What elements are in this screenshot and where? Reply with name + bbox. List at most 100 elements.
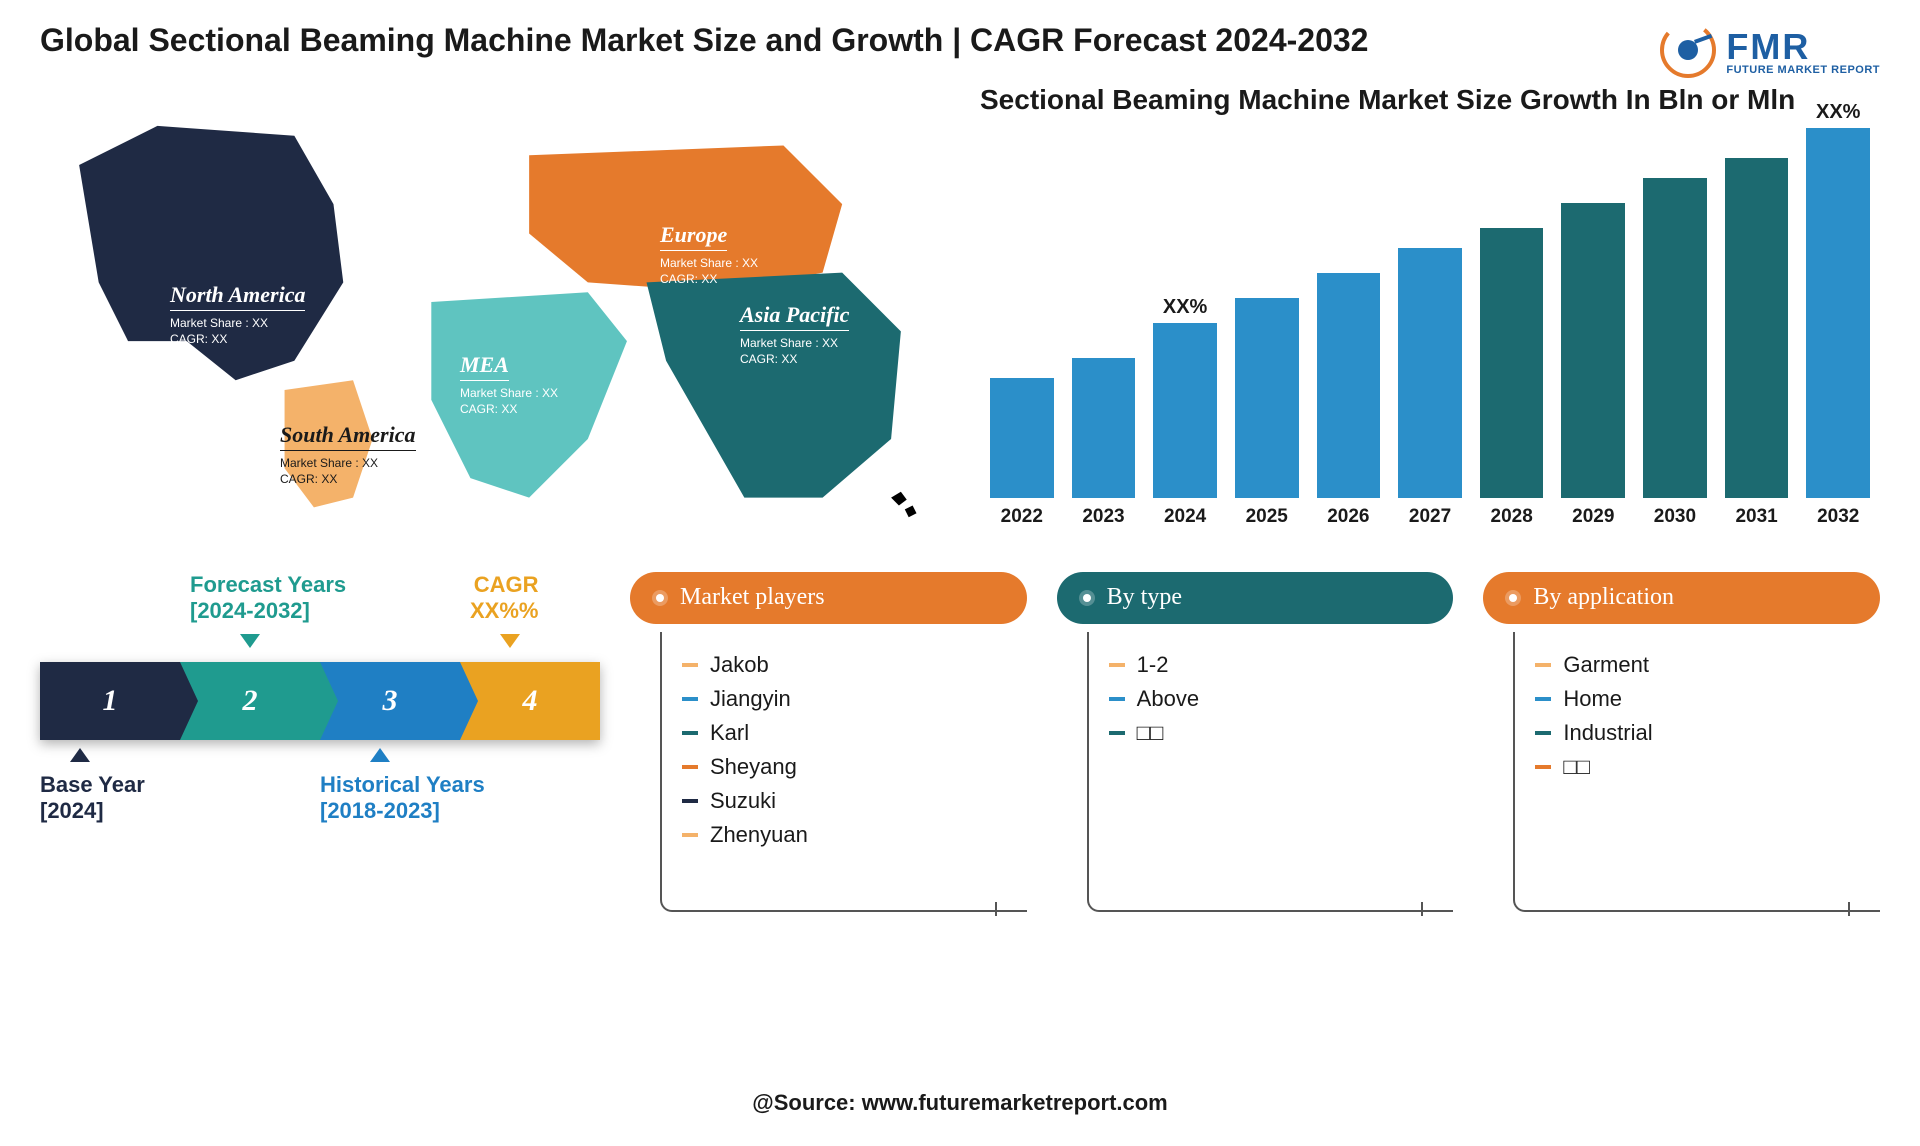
bar-annotation: XX%: [1816, 101, 1860, 124]
region-share: Market Share : XX: [740, 335, 849, 352]
bullet-icon: [656, 594, 664, 602]
logo: FMR FUTURE MARKET REPORT: [1658, 20, 1880, 85]
region-cagr: CAGR: XX: [280, 471, 416, 488]
list-item-label: Above: [1137, 686, 1199, 712]
timeline-step-3: 3: [320, 662, 460, 740]
region-cagr: CAGR: XX: [740, 351, 849, 368]
timeline-step-1: 1: [40, 662, 180, 740]
bar-rect: [1235, 298, 1299, 498]
segment-header: By application: [1483, 572, 1880, 624]
region-label-sa: South AmericaMarket Share : XXCAGR: XX: [280, 422, 416, 489]
region-share: Market Share : XX: [170, 315, 305, 332]
bar-rect: [1643, 178, 1707, 498]
tick-icon: [682, 663, 698, 667]
list-item: Jakob: [682, 652, 1027, 678]
list-item-label: Karl: [710, 720, 749, 746]
list-item: Karl: [682, 720, 1027, 746]
bar-2027: 2027: [1398, 248, 1462, 528]
bar-2028: 2028: [1480, 228, 1544, 528]
segment-0: Market players Jakob Jiangyin Karl Sheyang Su…: [630, 572, 1027, 912]
bar-rect: [1561, 203, 1625, 498]
page-title: Global Sectional Beaming Machine Market …: [40, 20, 1440, 62]
list-item: Garment: [1535, 652, 1880, 678]
list-item-label: Zhenyuan: [710, 822, 808, 848]
bar-year-label: 2027: [1409, 506, 1451, 528]
forecast-years-label: Forecast Years [2024-2032]: [190, 572, 346, 624]
segment-body: 1-2 Above □□: [1087, 632, 1454, 912]
bar-year-label: 2025: [1246, 506, 1288, 528]
list-item: Above: [1109, 686, 1454, 712]
bar-year-label: 2024: [1164, 506, 1206, 528]
timeline: Forecast Years [2024-2032] CAGR XX%% 123…: [40, 572, 600, 740]
segment-1: By type 1-2 Above □□: [1057, 572, 1454, 912]
bar-year-label: 2028: [1491, 506, 1533, 528]
list-item: □□: [1535, 754, 1880, 780]
tick-icon: [1109, 731, 1125, 735]
segment-title: By type: [1107, 584, 1182, 611]
cagr-label: CAGR XX%%: [470, 572, 538, 624]
bar-year-label: 2031: [1735, 506, 1777, 528]
region-name: Europe: [660, 222, 727, 251]
list-item: Zhenyuan: [682, 822, 1027, 848]
region-label-mea: MEAMarket Share : XXCAGR: XX: [460, 352, 558, 419]
region-label-eur: EuropeMarket Share : XXCAGR: XX: [660, 222, 758, 289]
bar-rect: [1398, 248, 1462, 498]
list-item: Sheyang: [682, 754, 1027, 780]
bar-year-label: 2026: [1327, 506, 1369, 528]
list-item-label: Garment: [1563, 652, 1649, 678]
region-name: North America: [170, 282, 305, 311]
bar-year-label: 2023: [1082, 506, 1124, 528]
tick-icon: [682, 765, 698, 769]
region-label-ap: Asia PacificMarket Share : XXCAGR: XX: [740, 302, 849, 369]
bar-annotation: XX%: [1163, 296, 1207, 319]
bar-rect: [1317, 273, 1381, 498]
list-item-label: Sheyang: [710, 754, 797, 780]
segment-body: Jakob Jiangyin Karl Sheyang Suzuki Zhenyuan: [660, 632, 1027, 912]
bar-2024: 2024XX%: [1153, 323, 1217, 528]
region-label-na: North America Market Share : XXCAGR: XX: [170, 282, 305, 349]
list-item-label: 1-2: [1137, 652, 1169, 678]
tick-icon: [682, 731, 698, 735]
region-name: MEA: [460, 352, 509, 381]
tick-icon: [682, 833, 698, 837]
bar-rect: [1072, 358, 1136, 498]
segment-header: By type: [1057, 572, 1454, 624]
list-item-label: Jakob: [710, 652, 769, 678]
world-map: North AmericaMarket Share : XXCAGR: XXSo…: [40, 82, 940, 522]
list-item: Home: [1535, 686, 1880, 712]
bar-rect: [1806, 128, 1870, 498]
bar-2031: 2031: [1725, 158, 1789, 528]
list-item-label: Home: [1563, 686, 1622, 712]
bar-rect: [1480, 228, 1544, 498]
bar-year-label: 2022: [1001, 506, 1043, 528]
timeline-step-2: 2: [180, 662, 320, 740]
base-year-label: Base Year [2024]: [40, 772, 145, 824]
region-cagr: CAGR: XX: [170, 331, 305, 348]
tick-icon: [1535, 765, 1551, 769]
fmr-logo-icon: [1658, 20, 1718, 85]
tick-icon: [1535, 731, 1551, 735]
tick-icon: [682, 799, 698, 803]
bar-2022: 2022: [990, 378, 1054, 528]
bar-2032: 2032XX%: [1806, 128, 1870, 528]
bar-rect: [1153, 323, 1217, 498]
list-item: Industrial: [1535, 720, 1880, 746]
historical-years-label: Historical Years [2018-2023]: [320, 772, 485, 824]
bullet-icon: [1083, 594, 1091, 602]
bar-year-label: 2029: [1572, 506, 1614, 528]
region-share: Market Share : XX: [280, 455, 416, 472]
bar-2030: 2030: [1643, 178, 1707, 528]
list-item: □□: [1109, 720, 1454, 746]
list-item-label: □□: [1137, 720, 1164, 746]
list-item: Suzuki: [682, 788, 1027, 814]
list-item-label: Suzuki: [710, 788, 776, 814]
bar-rect: [990, 378, 1054, 498]
bar-2025: 2025: [1235, 298, 1299, 528]
segment-title: Market players: [680, 584, 825, 611]
region-cagr: CAGR: XX: [660, 271, 758, 288]
list-item: Jiangyin: [682, 686, 1027, 712]
growth-bar-chart: Sectional Beaming Machine Market Size Gr…: [980, 82, 1880, 522]
tick-icon: [1535, 697, 1551, 701]
region-cagr: CAGR: XX: [460, 401, 558, 418]
logo-text-sub: FUTURE MARKET REPORT: [1726, 65, 1880, 76]
